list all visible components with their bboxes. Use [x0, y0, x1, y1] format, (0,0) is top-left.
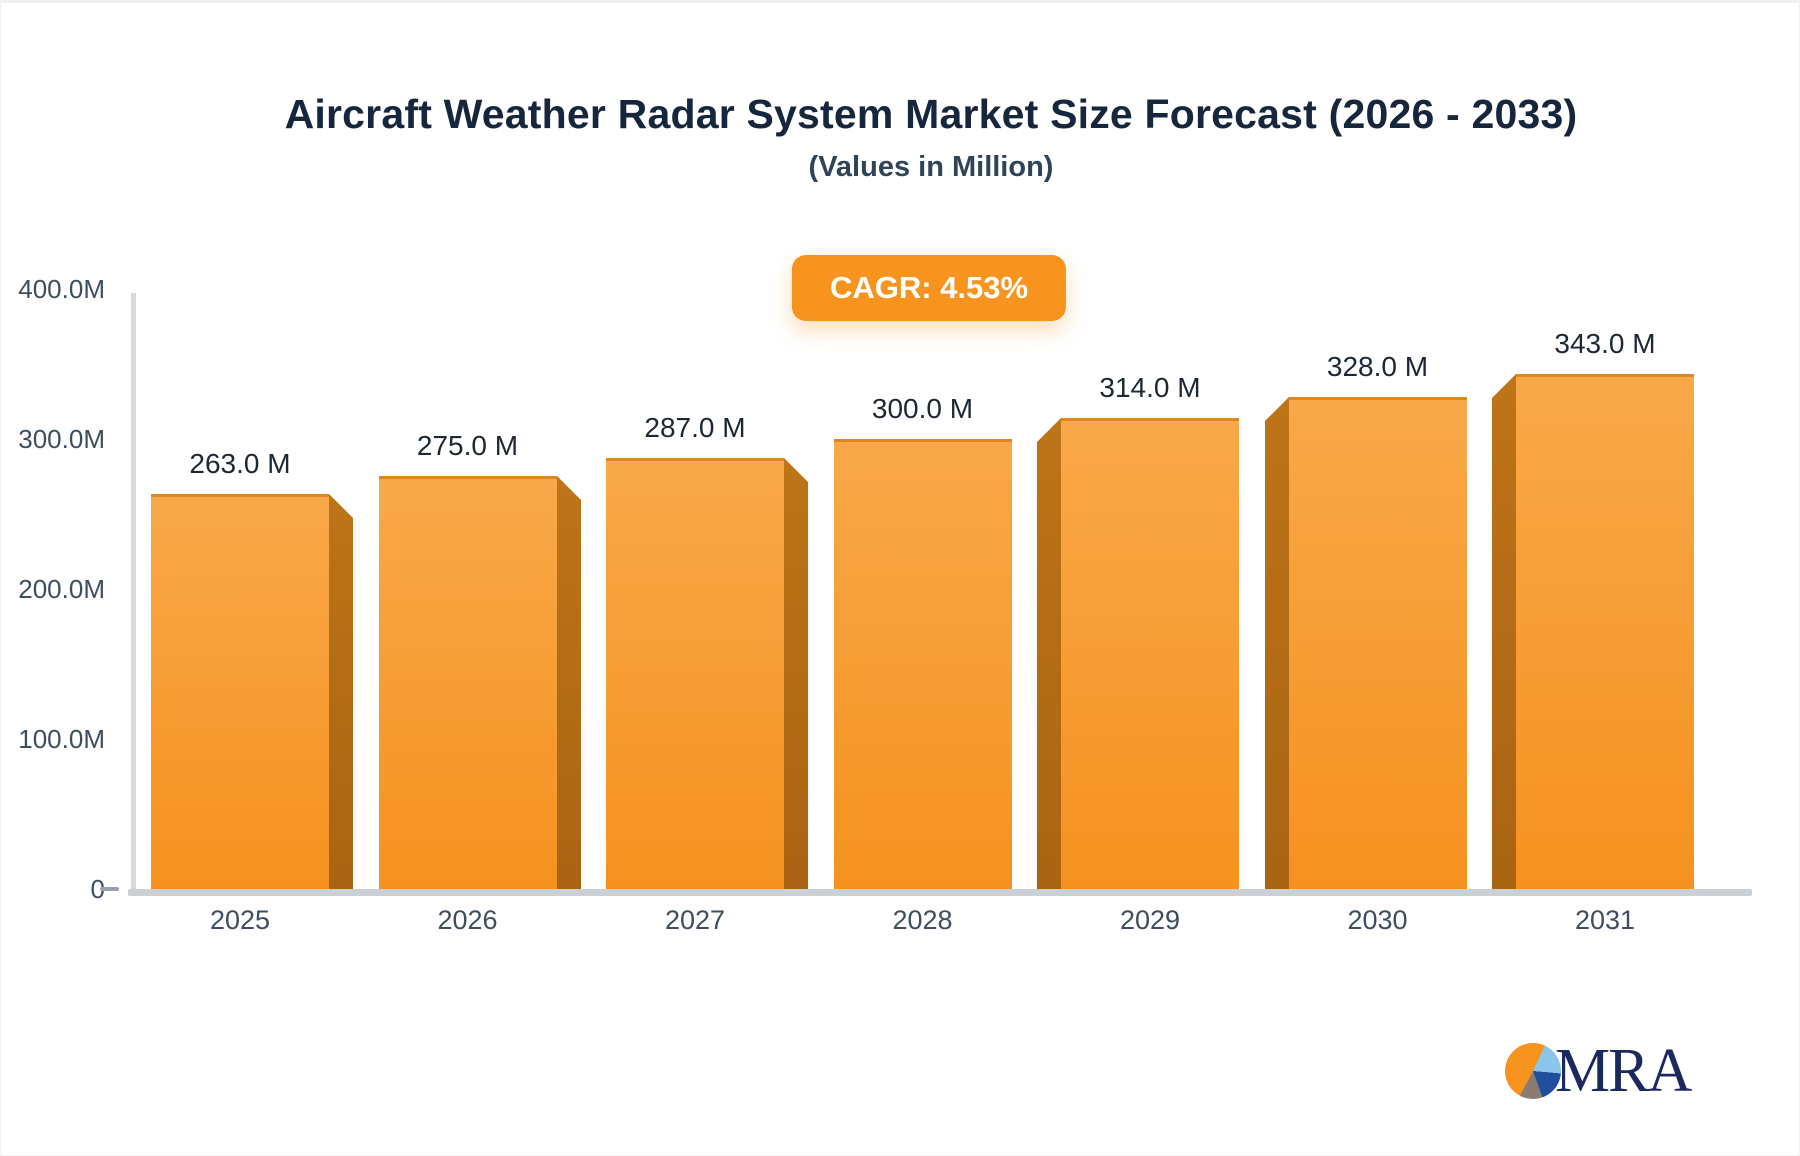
page-subtitle: (Values in Million): [808, 151, 1054, 183]
bar-value-label: 287.0 M: [644, 412, 746, 443]
x-axis-baseline: [128, 889, 1752, 896]
bar-2031[interactable]: [1492, 374, 1694, 889]
bar-face: [379, 476, 557, 889]
bar-face: [606, 458, 784, 889]
x-axis-label-2029: 2029: [1119, 905, 1181, 935]
bar-2028[interactable]: [834, 439, 1012, 889]
bar-side-face: [1037, 418, 1061, 889]
bar-side-face: [1492, 374, 1516, 889]
bar-value-label: 343.0 M: [1554, 328, 1656, 359]
bar-2027[interactable]: [606, 458, 808, 889]
bar-side-face: [1265, 397, 1289, 889]
bar-value-label: 328.0 M: [1326, 351, 1429, 382]
x-axis-label-2030: 2030: [1347, 905, 1408, 935]
mra-pie-icon: [1505, 1043, 1561, 1099]
bar-side-face: [557, 476, 581, 889]
x-axis-label-2028: 2028: [892, 905, 953, 935]
y-tick-label-0: 0: [90, 874, 105, 904]
x-axis-label-2025: 2025: [209, 905, 271, 935]
y-tick-label-300.0M: 300.0M: [18, 424, 105, 454]
bar-side-face: [784, 458, 808, 889]
y-tick-label-400.0M: 400.0M: [18, 274, 105, 304]
cagr-badge: CAGR: 4.53%: [791, 255, 1067, 321]
y-axis-line: [131, 293, 136, 893]
bar-2026[interactable]: [379, 476, 581, 889]
bar-2029[interactable]: [1037, 418, 1239, 889]
bar-value-label: 275.0 M: [416, 430, 519, 461]
x-axis-label-2027: 2027: [664, 905, 726, 935]
y-axis-tick-dash: [100, 887, 119, 891]
bar-2025[interactable]: [151, 494, 353, 889]
y-tick-label-100.0M: 100.0M: [18, 724, 105, 754]
page-title: Aircraft Weather Radar System Market Siz…: [284, 91, 1578, 137]
bar-face: [1289, 397, 1467, 889]
bar-value-label: 314.0 M: [1099, 372, 1201, 403]
bar-face: [834, 439, 1012, 889]
mra-logo: MRA: [1505, 1037, 1692, 1105]
bar-value-label: 300.0 M: [871, 393, 974, 424]
bar-face: [1061, 418, 1239, 889]
bar-face: [1516, 374, 1694, 889]
x-axis-label-2026: 2026: [437, 905, 498, 935]
bar-face: [151, 494, 329, 889]
bar-value-label: 263.0 M: [189, 448, 291, 479]
bar-side-face: [329, 494, 353, 889]
y-tick-label-200.0M: 200.0M: [18, 574, 105, 604]
bar-2030[interactable]: [1265, 397, 1467, 889]
mra-logo-text: MRA: [1555, 1037, 1692, 1105]
x-axis-label-2031: 2031: [1574, 905, 1636, 935]
